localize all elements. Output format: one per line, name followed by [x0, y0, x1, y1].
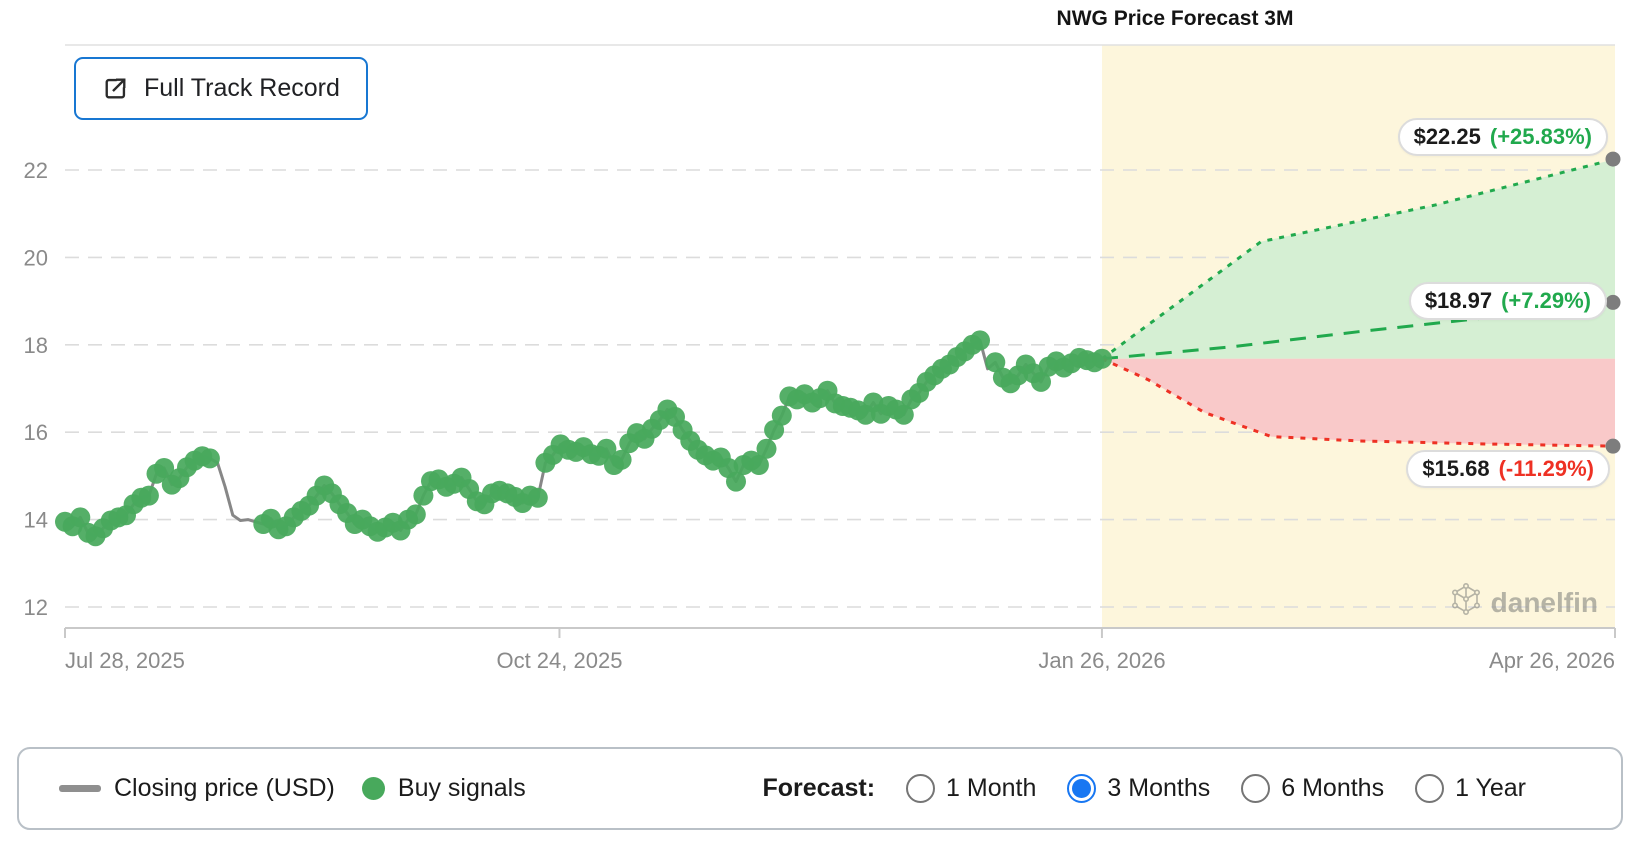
buy-signal-dot: [985, 352, 1006, 373]
y-axis-tick-label: 18: [24, 333, 48, 358]
radio-1-month-label: 1 Month: [946, 774, 1037, 802]
forecast-mid-label: $18.97 (+7.29%): [1408, 282, 1607, 320]
radio-1-year-label: 1 Year: [1455, 774, 1526, 802]
closing-price-label: Closing price (USD): [114, 774, 335, 802]
chart-title: NWG Price Forecast 3M: [1056, 7, 1294, 30]
x-axis-tick-label: Jul 28, 2025: [65, 648, 185, 673]
full-track-record-label: Full Track Record: [144, 74, 340, 102]
closing-line-swatch: [59, 785, 101, 792]
buy-signal-dot: [893, 404, 914, 425]
forecast-horizon-selector: Forecast: 1 Month 3 Months 6 Months 1 Ye…: [762, 774, 1526, 803]
buy-signals-label: Buy signals: [397, 774, 526, 802]
x-axis-tick-label: Oct 24, 2025: [496, 648, 622, 673]
radio-3-months-label: 3 Months: [1107, 774, 1211, 802]
buy-signal-dot: [405, 504, 426, 525]
buy-signal-dot: [527, 487, 548, 508]
forecast-label: Forecast:: [762, 774, 876, 802]
mid-pct: (+7.29%): [1501, 288, 1591, 313]
forecast-endpoint-dot: [1605, 294, 1621, 310]
buy-signal-dot: [596, 438, 617, 459]
forecast-downside-area: [1102, 358, 1615, 447]
buy-signal-dot: [756, 438, 777, 459]
full-track-record-button[interactable]: Full Track Record: [74, 57, 368, 120]
forecast-option-6-months[interactable]: 6 Months: [1241, 774, 1384, 803]
buy-signal-dot: [154, 458, 175, 478]
forecast-option-1-year[interactable]: 1 Year: [1415, 774, 1526, 803]
buy-signal-swatch: [361, 777, 385, 800]
external-link-icon: [102, 75, 129, 102]
buy-signal-dot: [1031, 371, 1051, 392]
x-axis-tick-label: Apr 26, 2026: [1489, 648, 1615, 673]
buy-signal-dot: [748, 455, 769, 475]
upper-pct: (+25.83%): [1489, 124, 1592, 149]
y-axis-tick-label: 12: [24, 595, 48, 620]
radio-6-months-label: 6 Months: [1281, 774, 1385, 802]
forecast-endpoint-dot: [1605, 438, 1621, 454]
buy-signal-dot: [70, 507, 91, 528]
legend-closing-price: Closing price (USD): [59, 774, 335, 803]
forecast-upper-label: $22.25 (+25.83%): [1397, 118, 1608, 156]
forecast-lower-line: [1101, 357, 1616, 448]
radio-1-year[interactable]: [1415, 774, 1445, 803]
legend-buy-signals: Buy signals: [361, 774, 526, 803]
radio-6-months[interactable]: [1241, 774, 1271, 803]
buy-signal-dot: [970, 330, 990, 351]
y-axis-tick-label: 16: [24, 420, 48, 445]
x-axis-tick-label: Jan 26, 2026: [1038, 648, 1165, 673]
y-axis-tick-label: 20: [24, 245, 48, 270]
buy-signal-dot: [726, 471, 746, 492]
forecast-option-1-month[interactable]: 1 Month: [906, 774, 1036, 803]
upper-price: $22.25: [1413, 124, 1481, 149]
buy-signal-dot: [611, 449, 632, 470]
forecast-lower-label: $15.68 (-11.29%): [1406, 450, 1610, 488]
buy-signal-dot: [771, 405, 792, 426]
lower-price: $15.68: [1422, 456, 1490, 481]
danelfin-logo-icon: [1450, 582, 1482, 622]
radio-1-month[interactable]: [906, 774, 936, 803]
forecast-endpoint-dot: [1605, 151, 1621, 167]
forecast-mid-line: [1101, 300, 1616, 361]
y-axis-tick-label: 22: [24, 158, 48, 183]
buy-signal-dot: [199, 448, 220, 469]
legend-bar: Closing price (USD) Buy signals Forecast…: [17, 747, 1623, 830]
mid-price: $18.97: [1424, 288, 1493, 313]
danelfin-wordmark: danelfin: [1490, 586, 1598, 618]
forecast-option-3-months[interactable]: 3 Months: [1067, 774, 1210, 803]
buy-signal-dot: [1092, 348, 1112, 369]
danelfin-watermark: danelfin: [1450, 582, 1598, 622]
radio-3-months[interactable]: [1067, 774, 1097, 803]
y-axis-tick-label: 14: [24, 508, 48, 533]
buy-signal-dot: [138, 485, 159, 506]
forecast-upper-line: [1101, 157, 1616, 360]
lower-pct: (-11.29%): [1498, 456, 1594, 481]
